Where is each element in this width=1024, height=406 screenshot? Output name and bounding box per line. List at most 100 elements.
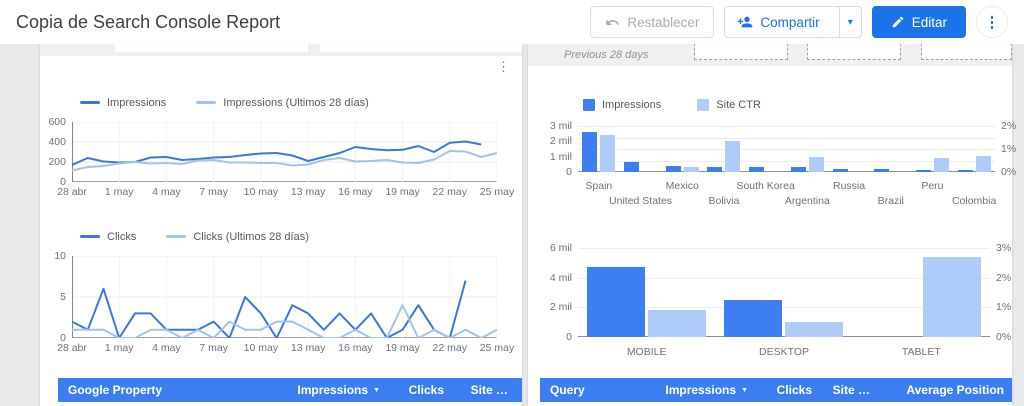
- column-header-site-ctr[interactable]: Site …: [470, 383, 508, 397]
- country-chart-legend: Impressions Site CTR: [583, 98, 995, 111]
- column-header-clicks[interactable]: Clicks: [776, 383, 812, 397]
- bar-group[interactable]: [745, 126, 787, 172]
- line-swatch-icon: [80, 235, 100, 238]
- reset-button[interactable]: Restablecer: [590, 6, 715, 38]
- clicks-plot-area[interactable]: [71, 255, 498, 339]
- axis-tick-label: 7 may: [199, 186, 228, 198]
- clicks-line-chart: Clicks Clicks (Ultimos 28 días) 10 5 0 28 …: [54, 230, 514, 355]
- legend-item-site-ctr: Site CTR: [697, 98, 761, 111]
- axis-tick-label: 4 may: [152, 186, 181, 198]
- legend-label: Impressions: [602, 98, 662, 111]
- bar-group[interactable]: [578, 126, 620, 172]
- legend-label: Clicks (Ultimos 28 días): [193, 230, 309, 243]
- axis-tick-label: 4 may: [152, 342, 181, 354]
- axis-tick-label: 0: [60, 332, 66, 344]
- bar-group[interactable]: [787, 126, 829, 172]
- country-x-axis: Spain United States Mexico Bolivia South Kor…: [578, 180, 996, 208]
- axis-tick-label: 0%: [1001, 166, 1017, 178]
- impressions-plot-area[interactable]: [71, 121, 498, 182]
- axis-tick-label: Brazil: [877, 195, 904, 207]
- bar: [725, 141, 741, 172]
- bar: [975, 155, 991, 172]
- axis-tick-label: MOBILE: [626, 346, 667, 358]
- axis-tick-label: 2%: [996, 271, 1012, 284]
- previous-range-label: Previous 28 days: [564, 49, 649, 61]
- bar: [683, 166, 699, 172]
- property-table-header: Google Property Impressions ▼ Clicks Sit…: [58, 378, 522, 402]
- share-button[interactable]: Compartir ▾: [724, 6, 862, 38]
- share-button-main[interactable]: Compartir: [725, 7, 831, 37]
- column-header-clicks[interactable]: Clicks: [408, 383, 444, 397]
- axis-tick-label: 2 mil: [549, 301, 572, 314]
- bar-group[interactable]: [578, 248, 715, 337]
- country-plot-area[interactable]: [578, 126, 995, 172]
- bar-group[interactable]: [661, 126, 703, 172]
- edit-button-label: Editar: [911, 14, 947, 30]
- device-plot-area[interactable]: [578, 248, 990, 337]
- axis-tick-label: 1 may: [104, 342, 134, 354]
- axis-tick-label: Bolivia: [708, 195, 740, 207]
- axis-tick-label: 0: [566, 331, 572, 343]
- impressions-y-axis: 600 400 200 0: [36, 116, 66, 188]
- bar: [874, 168, 890, 172]
- column-header-average-position[interactable]: Average Position: [906, 383, 1004, 397]
- date-control-placeholder[interactable]: [807, 44, 901, 60]
- bar-group[interactable]: [870, 126, 912, 172]
- more-options-button[interactable]: ⋮: [976, 6, 1008, 38]
- axis-tick-label: 0%: [996, 331, 1012, 343]
- column-header-google-property[interactable]: Google Property: [68, 383, 163, 397]
- legend-label: Site CTR: [716, 98, 761, 111]
- bar-swatch-icon: [583, 98, 595, 111]
- scrolled-control: [320, 44, 522, 52]
- bar: [915, 170, 931, 172]
- legend-label: Impressions: [107, 96, 167, 109]
- column-header-impressions[interactable]: Impressions ▼: [665, 383, 748, 397]
- axis-tick-label: 28 abr: [57, 342, 87, 354]
- axis-tick-label: 28 abr: [57, 186, 87, 198]
- bar-group[interactable]: [715, 248, 852, 337]
- axis-tick-label: 1 mil: [549, 150, 572, 163]
- axis-tick-label: 10: [54, 250, 66, 262]
- axis-tick-label: DESKTOP: [759, 346, 809, 358]
- right-panel: Previous 28 days Impressions Site CTR 3 …: [528, 44, 1016, 406]
- share-button-label: Compartir: [760, 14, 820, 30]
- scrolled-control: [115, 44, 308, 52]
- date-control-placeholder[interactable]: [694, 44, 788, 60]
- axis-tick-label: South Korea: [736, 180, 795, 192]
- axis-tick-label: Mexico: [665, 180, 699, 192]
- chart-options-icon[interactable]: ⋮: [497, 59, 510, 74]
- bar-group[interactable]: [953, 126, 995, 172]
- column-header-site-ctr[interactable]: Site …: [832, 383, 870, 397]
- bar-group[interactable]: [853, 248, 990, 337]
- bar-group[interactable]: [912, 126, 954, 172]
- country-right-axis: 2% 1% 0%: [1001, 120, 1024, 178]
- bar: [648, 310, 707, 337]
- axis-tick-label: 400: [48, 135, 66, 148]
- axis-tick-label: 22 may: [432, 186, 467, 198]
- column-header-query[interactable]: Query: [550, 383, 585, 397]
- axis-tick-label: 19 may: [385, 342, 420, 354]
- undo-icon: [606, 18, 620, 25]
- date-control-placeholder[interactable]: [921, 44, 1012, 60]
- bar-group[interactable]: [620, 126, 662, 172]
- bar-group[interactable]: [828, 126, 870, 172]
- bar-group[interactable]: [703, 126, 745, 172]
- column-header-impressions[interactable]: Impressions ▼: [297, 383, 380, 397]
- report-canvas: ⋮ Impressions Impressions (Ultimos 28 dí…: [0, 44, 1024, 406]
- report-title: Copia de Search Console Report: [16, 11, 281, 32]
- bar: [785, 321, 844, 337]
- share-dropdown-caret[interactable]: ▾: [838, 7, 861, 37]
- bar: [587, 267, 646, 337]
- axis-tick-label: 25 may: [479, 186, 515, 198]
- impressions-chart-legend: Impressions Impressions (Ultimos 28 días…: [80, 96, 497, 109]
- legend-item-impressions: Impressions: [583, 98, 662, 111]
- axis-tick-label: Argentina: [784, 195, 830, 207]
- axis-tick-label: 200: [48, 155, 66, 168]
- bar-swatch-icon: [697, 98, 710, 111]
- bar: [749, 166, 765, 172]
- edit-button[interactable]: Editar: [871, 6, 966, 38]
- bar: [832, 168, 848, 172]
- reset-button-label: Restablecer: [627, 14, 700, 30]
- bar: [624, 162, 640, 172]
- right-panel-top-band: Previous 28 days: [528, 44, 1012, 66]
